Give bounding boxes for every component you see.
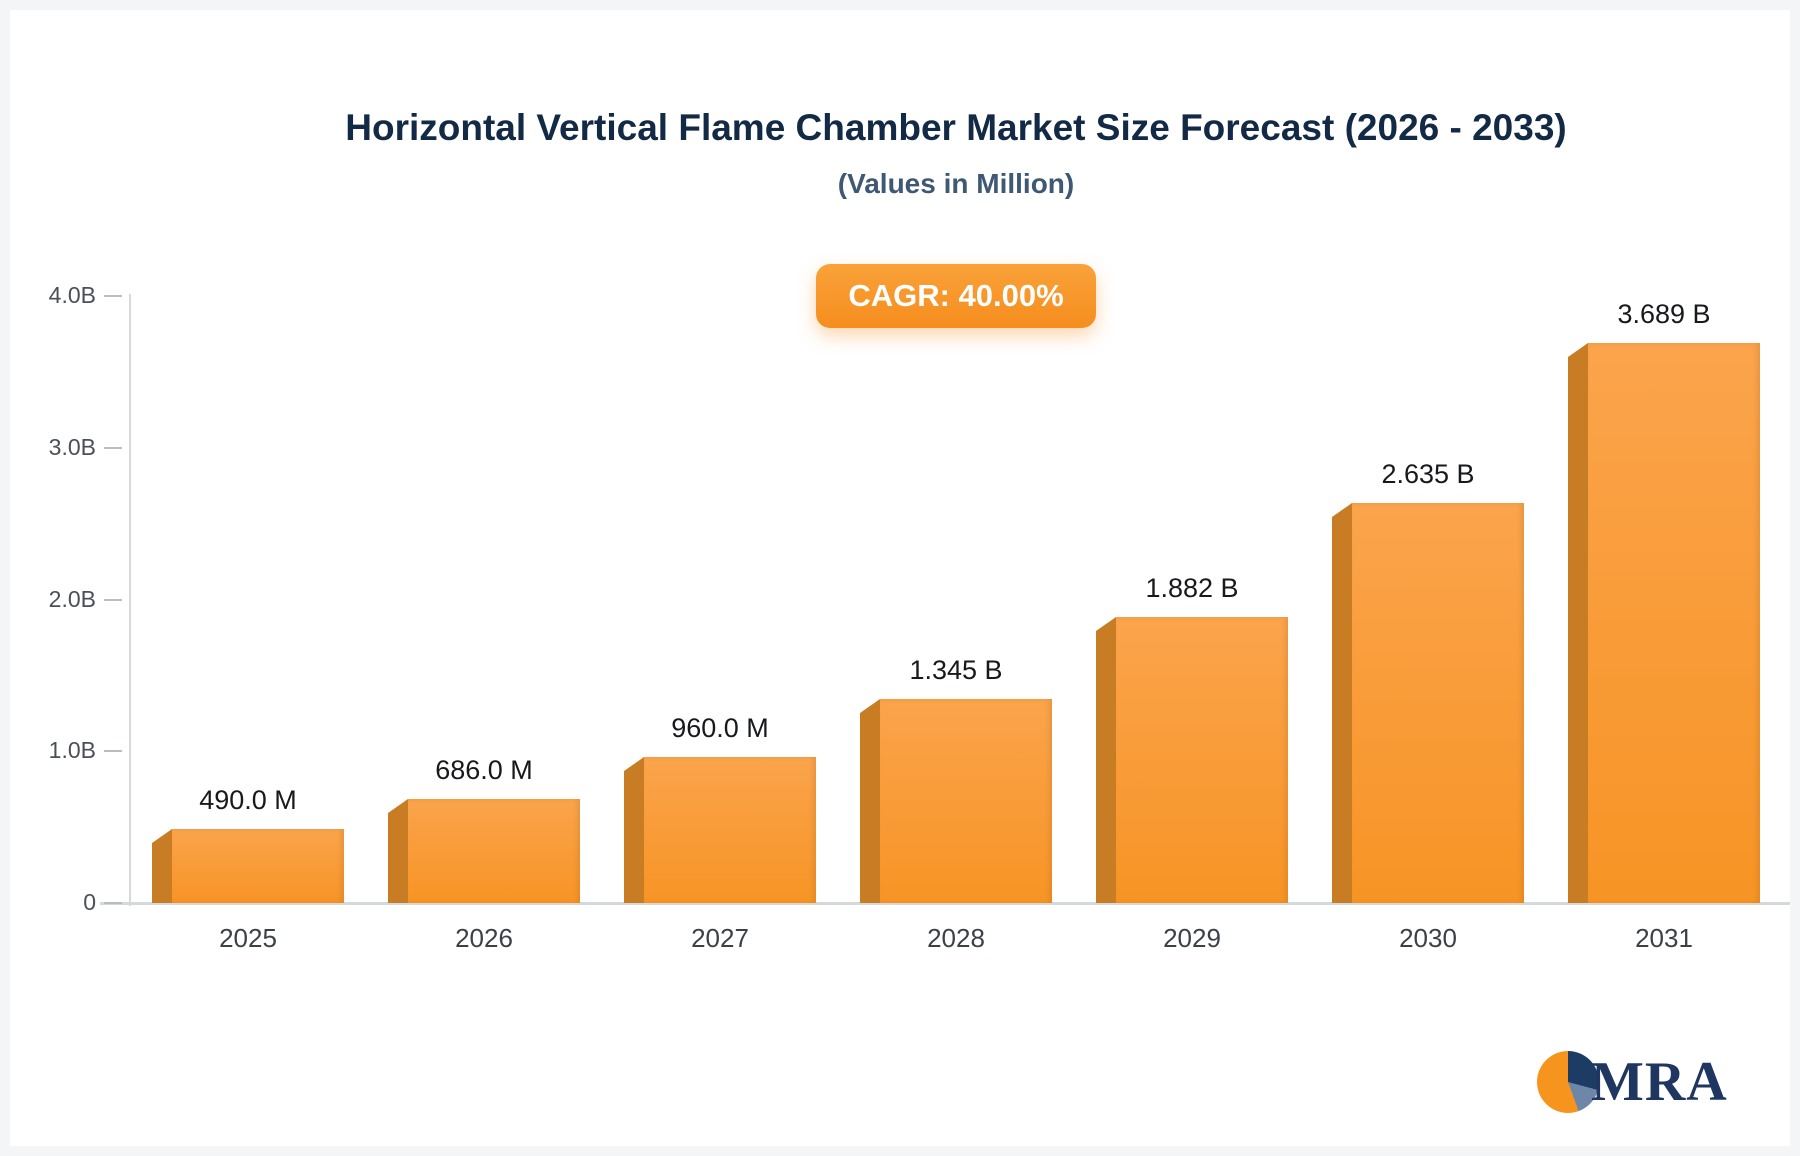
bar-side-face (624, 757, 644, 903)
x-axis-label: 2031 (1635, 923, 1693, 953)
x-axis-label: 2028 (927, 923, 985, 953)
bar-front-face (172, 829, 344, 903)
chart-header: Horizontal Vertical Flame Chamber Market… (130, 106, 1782, 200)
x-axis-label: 2027 (691, 923, 749, 953)
plot-area: 4.0B 3.0B 2.0B 1.0B 0 490.0 M 2025 686.0 M 2026 9… (10, 10, 1790, 1146)
bar-2027 (624, 757, 816, 903)
bar-2025 (152, 829, 344, 903)
x-axis-label: 2029 (1163, 923, 1221, 953)
y-axis-tick-mark (104, 902, 122, 904)
bar-side-face (1332, 503, 1352, 903)
y-axis (129, 294, 131, 906)
y-axis-tick-mark (104, 446, 122, 449)
x-axis-label: 2025 (219, 923, 277, 953)
bar-front-face (408, 799, 580, 903)
bar-2026 (388, 799, 580, 903)
bar-front-face (644, 757, 816, 903)
x-axis-label: 2030 (1399, 923, 1457, 953)
bar-value-label: 2.635 B (1381, 459, 1475, 489)
bar-value-label: 960.0 M (671, 713, 769, 743)
chart-subtitle: (Values in Million) (837, 168, 1075, 200)
cagr-badge: CAGR: 40.00% (816, 264, 1096, 328)
bar-side-face (1568, 343, 1588, 903)
bar-side-face (152, 829, 172, 903)
y-axis-tick-mark (104, 295, 122, 297)
x-axis-label: 2026 (455, 923, 513, 953)
y-axis-tick-label: 3.0B (48, 433, 96, 460)
y-axis-tick-label: 1.0B (48, 737, 96, 764)
bar-front-face (1116, 617, 1288, 903)
mra-logo: MRA (1537, 1050, 1728, 1114)
bar-2028 (860, 699, 1052, 903)
bar-side-face (388, 799, 408, 903)
y-axis-tick-label: 0 (83, 889, 96, 915)
bar-value-label: 1.345 B (909, 655, 1003, 685)
bar-value-label: 1.882 B (1145, 573, 1239, 603)
y-axis-tick-mark (104, 750, 122, 753)
bar-front-face (1352, 503, 1524, 903)
bar-value-label: 490.0 M (199, 785, 297, 815)
y-axis-tick-label: 2.0B (48, 585, 96, 612)
bar-value-label: 686.0 M (435, 755, 533, 785)
mra-logo-text: MRA (1591, 1051, 1728, 1113)
bar-front-face (1588, 343, 1760, 903)
bar-2031 (1568, 343, 1760, 903)
chart-title: Horizontal Vertical Flame Chamber Market… (345, 107, 1567, 148)
y-axis-tick-label: 4.0B (48, 282, 96, 308)
x-axis (100, 902, 1790, 905)
bar-side-face (1096, 617, 1116, 903)
bar-2030 (1332, 503, 1524, 903)
y-axis-tick-mark (104, 598, 122, 601)
bar-front-face (880, 699, 1052, 903)
cagr-badge-row: CAGR: 40.00% (130, 264, 1782, 328)
mra-logo-icon (1537, 1051, 1599, 1113)
bar-2029 (1096, 617, 1288, 903)
bar-side-face (860, 699, 880, 903)
bar-value-label: 3.689 B (1617, 299, 1711, 329)
